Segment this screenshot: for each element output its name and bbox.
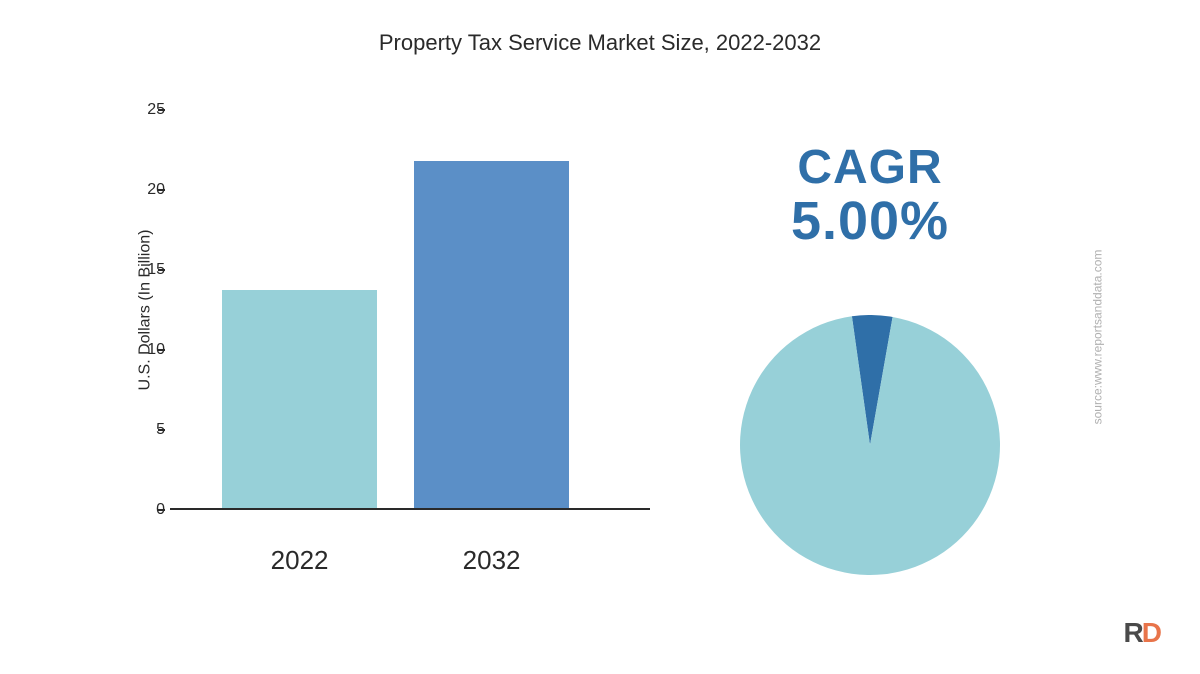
y-tick-mark	[158, 189, 165, 191]
cagr-value: 5.00%	[730, 190, 1010, 252]
bars-group	[170, 110, 650, 508]
cagr-block: CAGR 5.00%	[730, 140, 1010, 252]
x-axis-labels: 20222032	[170, 530, 650, 570]
pie-chart	[740, 315, 1000, 575]
x-tick-label: 2022	[271, 545, 329, 576]
brand-logo: RD	[1124, 617, 1160, 649]
chart-title: Property Tax Service Market Size, 2022-2…	[0, 30, 1200, 56]
pie-svg	[740, 315, 1000, 575]
source-attribution: source:www.reportsanddata.com	[1091, 250, 1105, 425]
logo-letter-d: D	[1142, 617, 1160, 648]
y-axis-ticks: 0510152025	[130, 110, 165, 510]
y-tick-mark	[158, 269, 165, 271]
bar-chart: U.S. Dollars (In Billion) 0510152025 202…	[140, 110, 650, 510]
bar	[414, 161, 569, 508]
y-tick-mark	[158, 109, 165, 111]
x-tick-label: 2032	[463, 545, 521, 576]
cagr-label: CAGR	[730, 140, 1010, 195]
y-tick-mark	[158, 509, 165, 511]
logo-letter-r: R	[1124, 617, 1142, 648]
chart-container: Property Tax Service Market Size, 2022-2…	[0, 0, 1200, 674]
plot-area	[170, 110, 650, 510]
bar	[222, 290, 377, 508]
y-tick-mark	[158, 349, 165, 351]
y-tick-mark	[158, 429, 165, 431]
